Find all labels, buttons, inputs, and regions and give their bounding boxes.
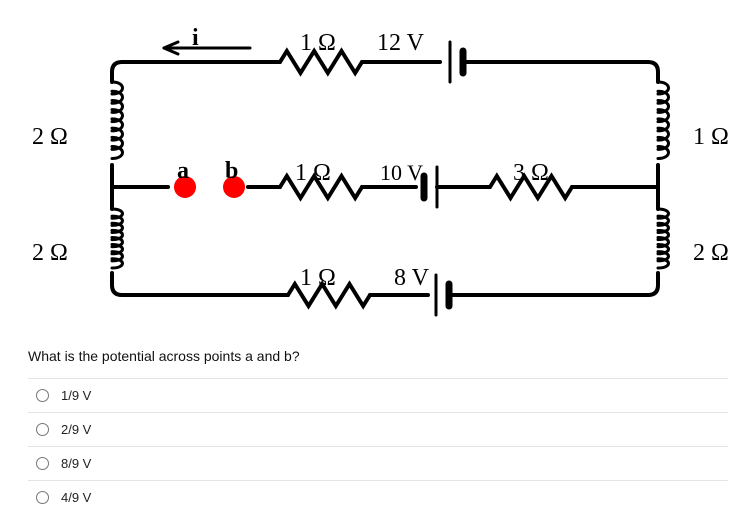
answer-label: 4/9 V <box>61 490 91 505</box>
answer-option[interactable]: 8/9 V <box>28 446 728 480</box>
answer-radio[interactable] <box>36 491 49 504</box>
label-v-top: 12 V <box>377 30 424 57</box>
answer-radio[interactable] <box>36 457 49 470</box>
answer-label: 1/9 V <box>61 388 91 403</box>
label-ohm1-bot: 1 Ω <box>300 265 336 292</box>
answer-option[interactable]: 2/9 V <box>28 412 728 446</box>
circuit-diagram: i 1 Ω 12 V 2 Ω 1 Ω a b 1 Ω 10 V 3 Ω 2 Ω … <box>0 0 753 330</box>
label-ohm3-mid: 3 Ω <box>513 160 549 187</box>
label-ohm2-lower-left: 2 Ω <box>32 240 68 267</box>
question-text: What is the potential across points a an… <box>28 348 300 364</box>
answer-radio[interactable] <box>36 423 49 436</box>
label-b: b <box>225 158 238 185</box>
answer-label: 8/9 V <box>61 456 91 471</box>
label-v-mid: 10 V <box>380 160 423 186</box>
answer-label: 2/9 V <box>61 422 91 437</box>
answer-list: 1/9 V 2/9 V 8/9 V 4/9 V <box>28 378 728 514</box>
label-ohm1-top: 1 Ω <box>300 30 336 57</box>
label-i: i <box>192 25 199 52</box>
label-v-bot: 8 V <box>394 265 429 292</box>
answer-option[interactable]: 4/9 V <box>28 480 728 514</box>
label-ohm1-mid: 1 Ω <box>295 160 331 187</box>
answer-option[interactable]: 1/9 V <box>28 378 728 412</box>
frame: i 1 Ω 12 V 2 Ω 1 Ω a b 1 Ω 10 V 3 Ω 2 Ω … <box>0 0 753 529</box>
answer-radio[interactable] <box>36 389 49 402</box>
label-ohm2-lower-right: 2 Ω <box>693 240 729 267</box>
label-ohm2-upper-left: 2 Ω <box>32 124 68 151</box>
label-a: a <box>177 158 189 185</box>
label-ohm1-upper-right: 1 Ω <box>693 124 729 151</box>
